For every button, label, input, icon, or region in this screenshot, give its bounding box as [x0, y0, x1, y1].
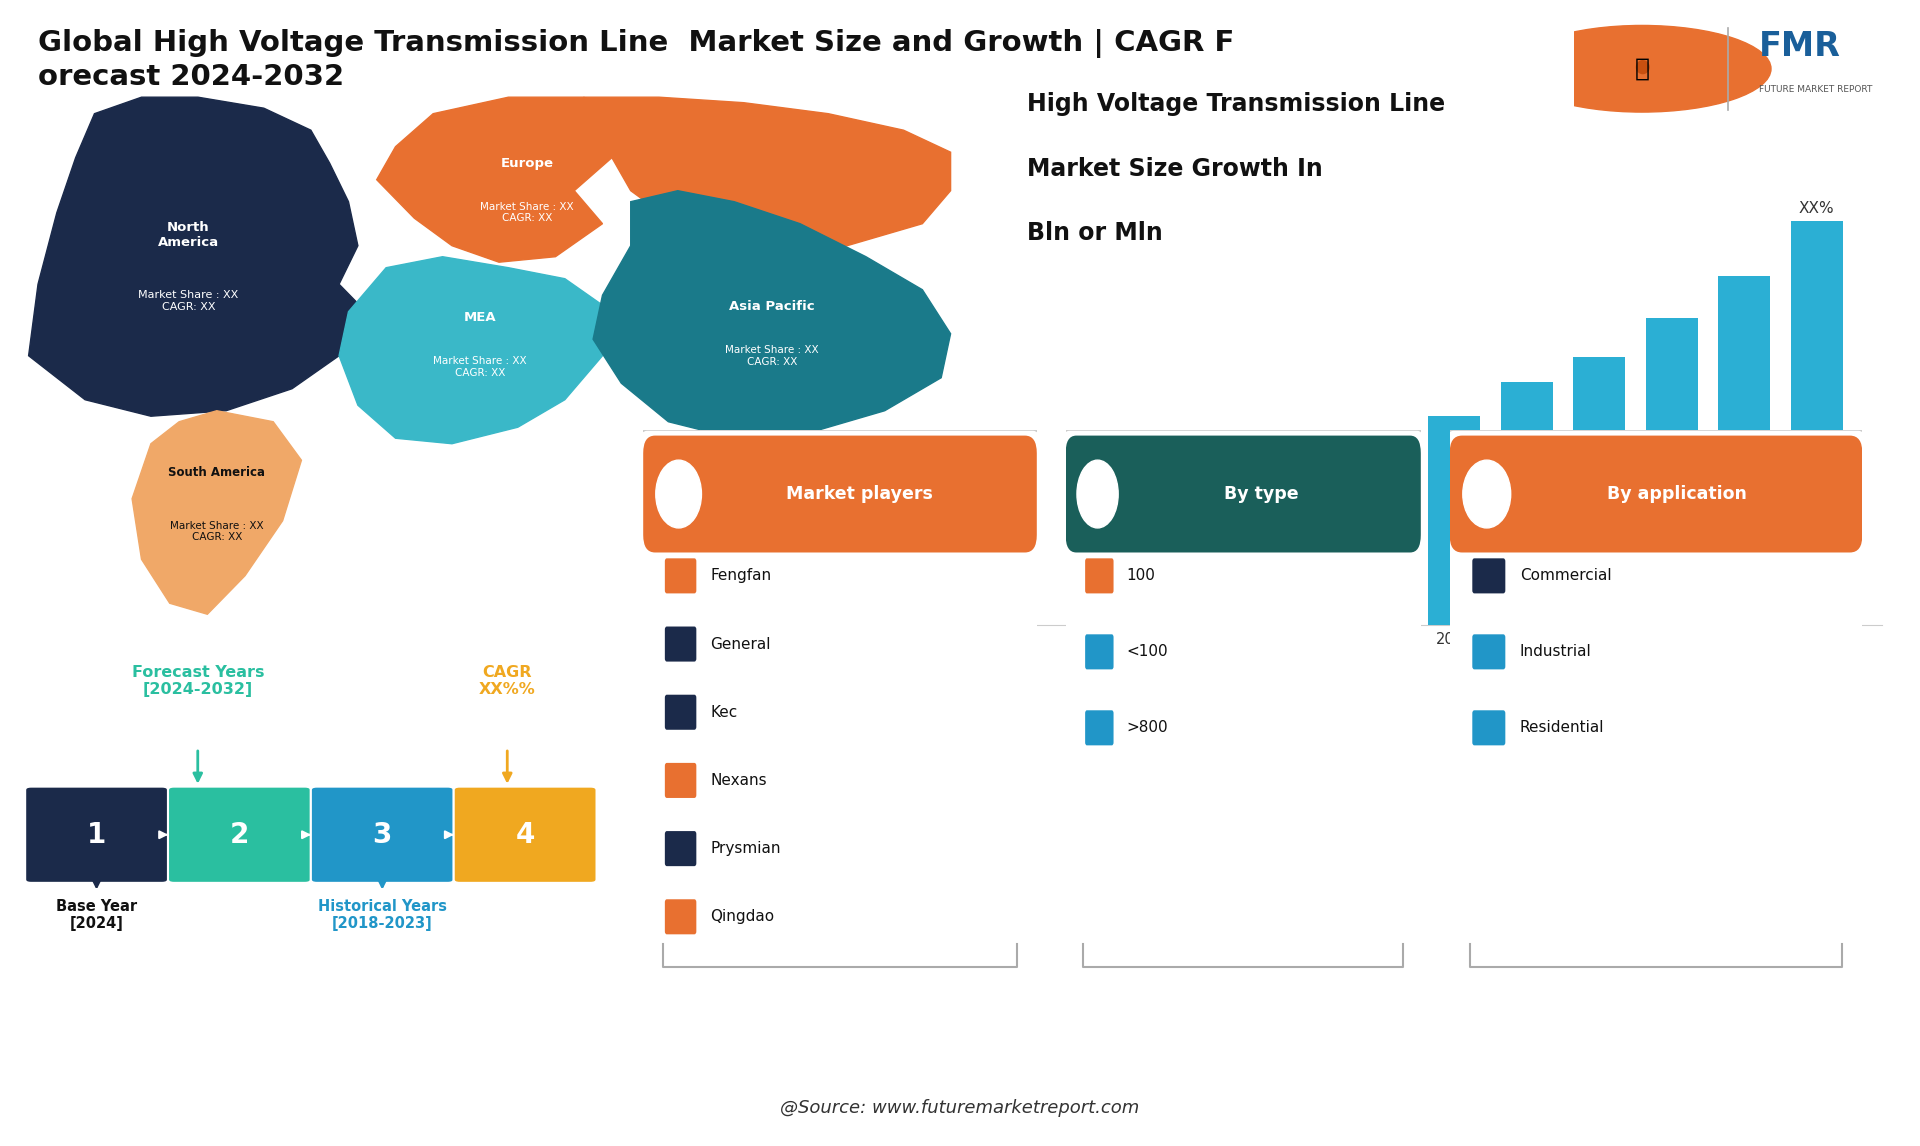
Ellipse shape [912, 292, 933, 331]
FancyBboxPatch shape [1446, 430, 1866, 1020]
Text: Market Share : XX
CAGR: XX: Market Share : XX CAGR: XX [480, 202, 574, 223]
Text: Bln or Mln: Bln or Mln [1027, 220, 1164, 244]
FancyBboxPatch shape [664, 627, 697, 661]
Text: Market Share : XX
CAGR: XX: Market Share : XX CAGR: XX [434, 356, 526, 377]
Bar [1066, 540, 1117, 625]
Text: Industrial: Industrial [1521, 644, 1592, 659]
Text: 3: 3 [372, 821, 392, 849]
FancyBboxPatch shape [1085, 634, 1114, 669]
FancyBboxPatch shape [1450, 435, 1862, 552]
Text: Asia Pacific: Asia Pacific [730, 300, 814, 313]
Circle shape [657, 461, 701, 528]
FancyBboxPatch shape [664, 763, 697, 798]
Text: 🔭: 🔭 [1634, 57, 1649, 80]
Text: By type: By type [1223, 485, 1298, 503]
FancyBboxPatch shape [664, 694, 697, 730]
Polygon shape [376, 97, 622, 262]
FancyBboxPatch shape [1085, 711, 1114, 745]
Polygon shape [593, 190, 950, 438]
FancyBboxPatch shape [167, 786, 311, 882]
Text: Market Share : XX
CAGR: XX: Market Share : XX CAGR: XX [171, 520, 263, 542]
Bar [1139, 518, 1190, 625]
Polygon shape [29, 97, 376, 416]
Text: 2: 2 [230, 821, 250, 849]
Text: CAGR
XX%%: CAGR XX%% [478, 665, 536, 697]
Polygon shape [340, 257, 612, 444]
Text: Market Size Growth In: Market Size Growth In [1027, 157, 1323, 181]
FancyBboxPatch shape [643, 435, 1037, 552]
Text: Kec: Kec [710, 705, 737, 720]
Polygon shape [724, 449, 885, 548]
Text: Market players: Market players [787, 485, 933, 503]
Text: High Voltage Transmission Line: High Voltage Transmission Line [1027, 92, 1446, 116]
Text: XX%: XX% [1219, 472, 1256, 488]
FancyBboxPatch shape [664, 831, 697, 866]
Text: Base Year
[2024]: Base Year [2024] [56, 898, 136, 932]
Polygon shape [132, 410, 301, 614]
FancyBboxPatch shape [25, 786, 167, 882]
Text: Qingdao: Qingdao [710, 909, 774, 925]
Text: Historical Years
[2018-2023]: Historical Years [2018-2023] [319, 898, 447, 932]
Circle shape [1513, 25, 1770, 112]
Text: orecast 2024-2032: orecast 2024-2032 [38, 63, 344, 91]
Text: XX%: XX% [1799, 201, 1834, 215]
Text: Market Share : XX
CAGR: XX: Market Share : XX CAGR: XX [138, 290, 238, 312]
FancyBboxPatch shape [639, 430, 1041, 1020]
Text: 100: 100 [1125, 568, 1154, 583]
Ellipse shape [906, 513, 939, 550]
Text: Fengfan: Fengfan [710, 568, 772, 583]
FancyBboxPatch shape [453, 786, 597, 882]
Bar [1356, 446, 1407, 625]
Text: Commercial: Commercial [1521, 568, 1611, 583]
Text: >800: >800 [1125, 721, 1167, 736]
Text: Forecast Years
[2024-2032]: Forecast Years [2024-2032] [131, 665, 265, 697]
Text: <100: <100 [1125, 644, 1167, 659]
Text: Europe: Europe [501, 157, 553, 170]
Text: By application: By application [1607, 485, 1747, 503]
Bar [1572, 356, 1626, 625]
Text: Prysmian: Prysmian [710, 841, 781, 856]
Text: South America: South America [169, 465, 265, 479]
Circle shape [1077, 461, 1117, 528]
Text: MEA: MEA [465, 311, 497, 323]
Bar [1718, 276, 1770, 625]
FancyBboxPatch shape [1473, 558, 1505, 594]
Text: @Source: www.futuremarketreport.com: @Source: www.futuremarketreport.com [780, 1099, 1140, 1117]
Text: Global High Voltage Transmission Line  Market Size and Growth | CAGR F: Global High Voltage Transmission Line Ma… [38, 29, 1235, 57]
Text: Market Share : XX
CAGR: XX: Market Share : XX CAGR: XX [726, 345, 818, 367]
FancyBboxPatch shape [311, 786, 453, 882]
Bar [1645, 319, 1697, 625]
Text: Residential: Residential [1521, 721, 1605, 736]
Text: North
America: North America [157, 221, 219, 249]
Circle shape [1463, 461, 1511, 528]
Polygon shape [584, 97, 950, 257]
FancyBboxPatch shape [664, 900, 697, 934]
FancyBboxPatch shape [1062, 430, 1425, 1020]
Bar [1501, 383, 1553, 625]
Text: General: General [710, 636, 770, 652]
Text: FUTURE MARKET REPORT: FUTURE MARKET REPORT [1759, 85, 1872, 94]
Bar [1428, 416, 1480, 625]
Bar [1283, 471, 1336, 625]
FancyBboxPatch shape [1066, 435, 1421, 552]
FancyBboxPatch shape [1085, 558, 1114, 594]
Text: Nexans: Nexans [710, 772, 766, 788]
Text: 4: 4 [515, 821, 536, 849]
Bar [1791, 221, 1843, 625]
Text: ⬤: ⬤ [1634, 60, 1649, 73]
FancyBboxPatch shape [1473, 711, 1505, 745]
Text: 1: 1 [86, 821, 106, 849]
FancyBboxPatch shape [1473, 634, 1505, 669]
Bar [1212, 493, 1263, 625]
FancyBboxPatch shape [664, 558, 697, 594]
Text: FMR: FMR [1759, 30, 1841, 63]
